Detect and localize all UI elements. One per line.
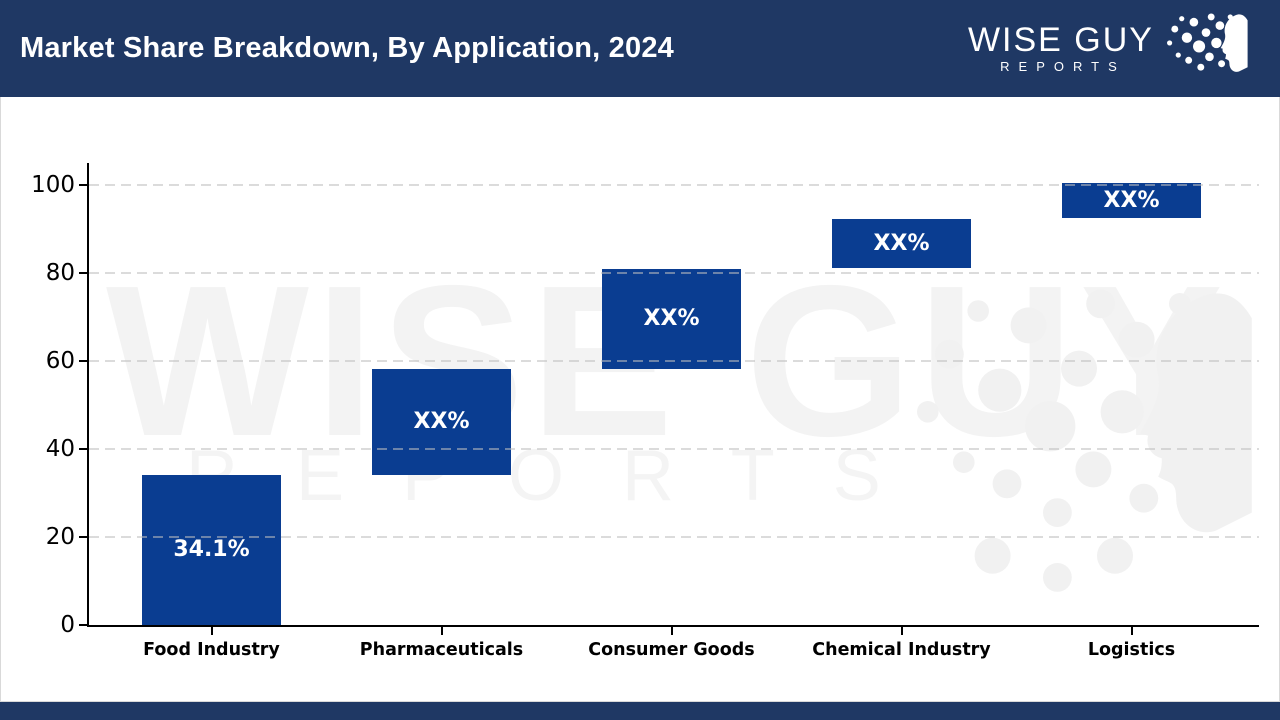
category-label: Food Industry: [143, 640, 280, 660]
bar-value-label: XX%: [643, 306, 700, 332]
plot-area: 34.1% XX% XX% XX% XX%: [89, 163, 1259, 625]
bar-value-label: 34.1%: [173, 537, 250, 563]
gridline: [89, 360, 1259, 362]
y-tick-label: 80: [45, 260, 75, 286]
bar-logistics: XX%: [1062, 183, 1201, 219]
gridline: [89, 272, 1259, 274]
y-tick-mark: [79, 360, 87, 362]
x-axis-spine: [87, 625, 1259, 627]
y-tick-mark: [79, 448, 87, 450]
chart-area: WISE GUY REPORTS 34.1%XX%XX%XX%XX% 02040…: [0, 97, 1280, 702]
brand-subname: REPORTS: [1000, 59, 1126, 74]
page-title: Market Share Breakdown, By Application, …: [20, 32, 674, 64]
header-bar: Market Share Breakdown, By Application, …: [0, 0, 1280, 97]
y-axis-spine: [87, 163, 89, 627]
bar-value-label: XX%: [413, 409, 470, 435]
y-tick-mark: [79, 536, 87, 538]
dotted-head-icon: [1167, 12, 1248, 72]
bar-chemical-industry: XX%: [832, 218, 971, 269]
y-tick-mark: [79, 624, 87, 626]
category-label: Logistics: [1087, 640, 1176, 660]
category-label: Pharmaceuticals: [359, 640, 524, 660]
y-tick-label: 100: [31, 172, 75, 198]
x-tick-mark: [900, 627, 903, 635]
gridline: [89, 536, 1259, 538]
x-tick-mark: [440, 627, 443, 635]
gridline: [89, 184, 1259, 186]
bar-pharmaceuticals: XX%: [372, 368, 511, 475]
y-tick-label: 0: [60, 612, 75, 638]
brand-name: WISE GUY: [967, 21, 1154, 59]
x-tick-mark: [670, 627, 673, 635]
x-tick-mark: [1130, 627, 1133, 635]
brand-logo-text: WISE GUY REPORTS: [968, 23, 1154, 74]
y-tick-label: 60: [45, 348, 75, 374]
bar-food-industry: 34.1%: [142, 474, 281, 625]
brand-logo: WISE GUY REPORTS: [968, 10, 1252, 88]
category-label: Consumer Goods: [588, 640, 755, 660]
gridline: [89, 448, 1259, 450]
footer-bar: [0, 702, 1280, 720]
category-label: Chemical Industry: [812, 640, 991, 660]
y-tick-mark: [79, 184, 87, 186]
y-tick-label: 20: [45, 524, 75, 550]
bar-value-label: XX%: [1103, 188, 1160, 214]
bar-consumer-goods: XX%: [602, 269, 741, 369]
bar-value-label: XX%: [873, 231, 930, 257]
y-tick-mark: [79, 272, 87, 274]
y-tick-label: 40: [45, 436, 75, 462]
x-tick-mark: [210, 627, 213, 635]
